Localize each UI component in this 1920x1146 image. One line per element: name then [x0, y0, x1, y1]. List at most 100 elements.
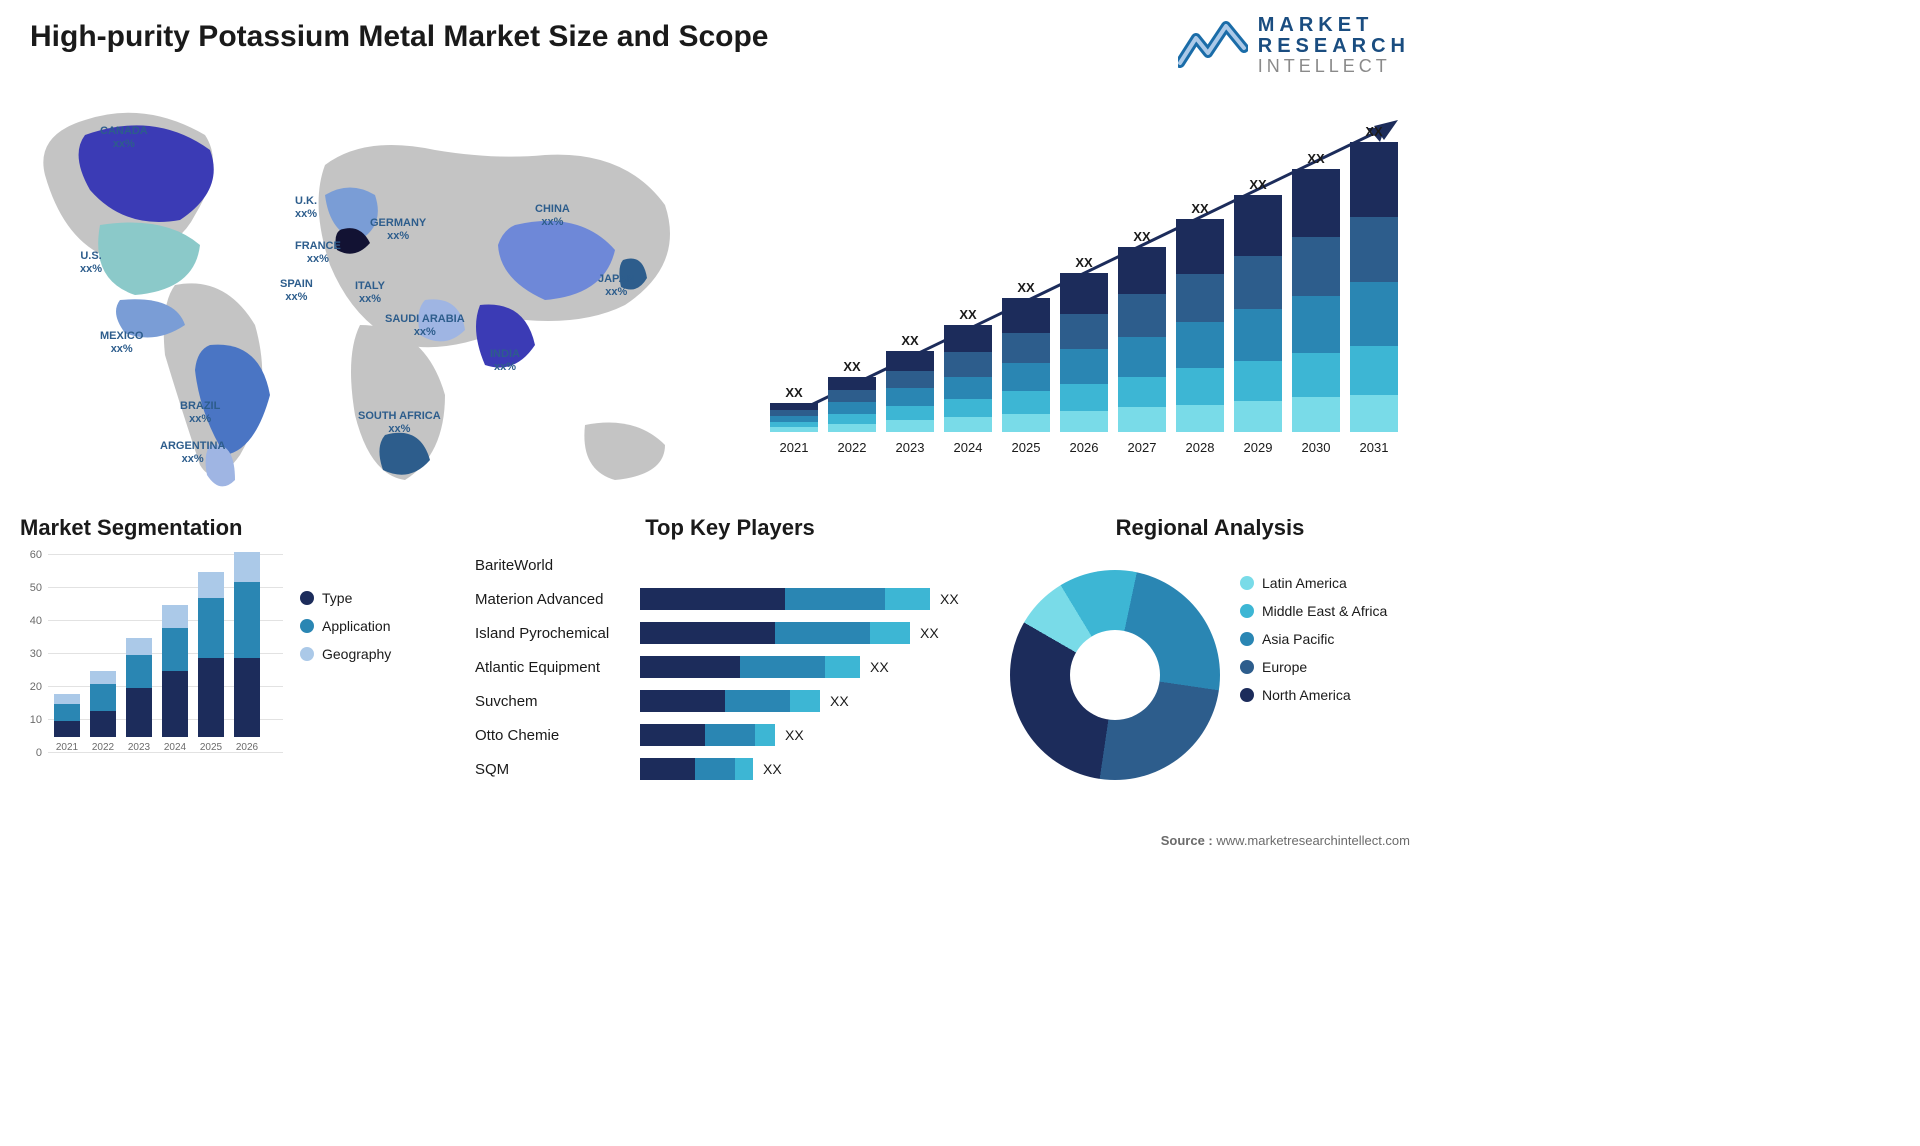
legend-label: Application — [322, 618, 391, 634]
seg-bar-2021: 2021 — [54, 694, 80, 753]
main-bar-2026: XX 2026 — [1060, 255, 1108, 455]
map-label-saudi: SAUDI ARABIAxx% — [385, 313, 465, 338]
legend-dot-icon — [1240, 576, 1254, 590]
regional-block: Regional Analysis Latin America Middle Ea… — [1000, 515, 1420, 795]
legend-label: Latin America — [1262, 575, 1347, 591]
main-bar-seg — [1234, 195, 1282, 256]
main-bar-seg — [828, 424, 876, 432]
main-growth-chart: XX2021XX2022XX2023XX2024XX2025XX2026XX20… — [770, 110, 1410, 480]
key-player-seg — [705, 724, 755, 746]
main-bar-year: 2028 — [1186, 440, 1215, 455]
seg-bar-seg — [162, 628, 188, 671]
key-player-seg — [790, 690, 820, 712]
key-player-name: Suvchem — [475, 693, 640, 710]
key-player-seg — [870, 622, 910, 644]
main-bar-year: 2022 — [838, 440, 867, 455]
key-player-seg — [640, 758, 695, 780]
main-bar-year: 2027 — [1128, 440, 1157, 455]
main-bar-2025: XX2025 — [1002, 280, 1050, 455]
main-bar-seg — [1176, 274, 1224, 322]
main-bar-2030: XX2030 — [1292, 151, 1340, 455]
seg-bar-seg — [126, 655, 152, 688]
key-player-value: XX — [870, 659, 889, 675]
key-player-seg — [640, 588, 785, 610]
map-label-germany: GERMANYxx% — [370, 217, 426, 242]
main-bar-seg — [886, 420, 934, 432]
map-label-brazil: BRAZILxx% — [180, 400, 220, 425]
main-bar-seg — [770, 427, 818, 432]
main-bar-seg — [1292, 169, 1340, 236]
seg-bar-2026: 2026 — [234, 552, 260, 753]
map-label-us: U.S.xx% — [80, 250, 102, 275]
key-player-name: Atlantic Equipment — [475, 659, 640, 676]
main-bar-seg — [1350, 282, 1398, 346]
seg-bar-year: 2024 — [164, 742, 186, 753]
key-player-seg — [785, 588, 885, 610]
key-player-seg — [740, 656, 825, 678]
main-bar-seg — [886, 371, 934, 388]
main-bar-seg — [944, 352, 992, 377]
seg-bar-seg — [198, 658, 224, 737]
key-player-value: XX — [785, 727, 804, 743]
key-player-seg — [725, 690, 790, 712]
main-bar-year: 2023 — [896, 440, 925, 455]
main-bar-2022: XX2022 — [828, 359, 876, 455]
main-bar-seg — [1350, 346, 1398, 395]
key-player-bar — [640, 622, 910, 644]
main-bar-seg — [944, 417, 992, 432]
main-bar-seg — [1060, 314, 1108, 349]
legend-label: Middle East & Africa — [1262, 603, 1387, 619]
seg-ytick: 40 — [20, 615, 42, 627]
seg-bar-seg — [234, 552, 260, 582]
region-legend-item: Asia Pacific — [1240, 631, 1387, 647]
main-bar-seg — [944, 325, 992, 352]
world-map: CANADAxx%U.S.xx%MEXICOxx%BRAZILxx%ARGENT… — [25, 95, 705, 495]
key-player-bar — [640, 758, 753, 780]
seg-ytick: 50 — [20, 582, 42, 594]
seg-bar-seg — [90, 671, 116, 684]
key-player-seg — [640, 690, 725, 712]
region-legend-item: Latin America — [1240, 575, 1387, 591]
main-bar-seg — [1118, 407, 1166, 432]
main-bar-year: 2031 — [1360, 440, 1389, 455]
main-bar-year: 2025 — [1012, 440, 1041, 455]
main-bar-value: XX — [1249, 177, 1266, 192]
key-player-seg — [640, 622, 775, 644]
source-url: www.marketresearchintellect.com — [1216, 833, 1410, 848]
main-bar-year: 2029 — [1244, 440, 1273, 455]
seg-legend-item: Type — [300, 590, 391, 606]
seg-bar-year: 2023 — [128, 742, 150, 753]
main-bar-seg — [1060, 349, 1108, 384]
legend-label: Europe — [1262, 659, 1307, 675]
main-bar-seg — [1234, 401, 1282, 432]
key-player-bar — [640, 724, 775, 746]
main-bar-value: XX — [1133, 229, 1150, 244]
main-bar-year: 2021 — [780, 440, 809, 455]
main-bar-year: 2026 — [1070, 440, 1099, 455]
main-bar-2024: XX2024 — [944, 307, 992, 455]
region-legend-item: North America — [1240, 687, 1387, 703]
seg-bar-year: 2026 — [236, 742, 258, 753]
seg-bar-seg — [234, 658, 260, 737]
key-player-seg — [885, 588, 930, 610]
main-bar-seg — [1176, 219, 1224, 274]
legend-label: Asia Pacific — [1262, 631, 1334, 647]
key-player-seg — [735, 758, 753, 780]
main-bar-value: XX — [1307, 151, 1324, 166]
seg-bar-year: 2025 — [200, 742, 222, 753]
main-bar-value: XX — [1075, 255, 1092, 270]
key-player-seg — [640, 656, 740, 678]
region-legend-item: Middle East & Africa — [1240, 603, 1387, 619]
key-player-value: XX — [830, 693, 849, 709]
key-player-row: Suvchem XX — [475, 685, 985, 717]
map-label-canada: CANADAxx% — [100, 125, 148, 150]
map-label-italy: ITALYxx% — [355, 280, 385, 305]
main-bar-value: XX — [959, 307, 976, 322]
regional-title: Regional Analysis — [1000, 515, 1420, 541]
main-bar-seg — [770, 403, 818, 410]
main-bar-seg — [1118, 337, 1166, 377]
main-bar-seg — [828, 377, 876, 391]
key-player-value: XX — [763, 761, 782, 777]
main-bar-2028: XX2028 — [1176, 201, 1224, 455]
main-bar-seg — [1060, 411, 1108, 432]
